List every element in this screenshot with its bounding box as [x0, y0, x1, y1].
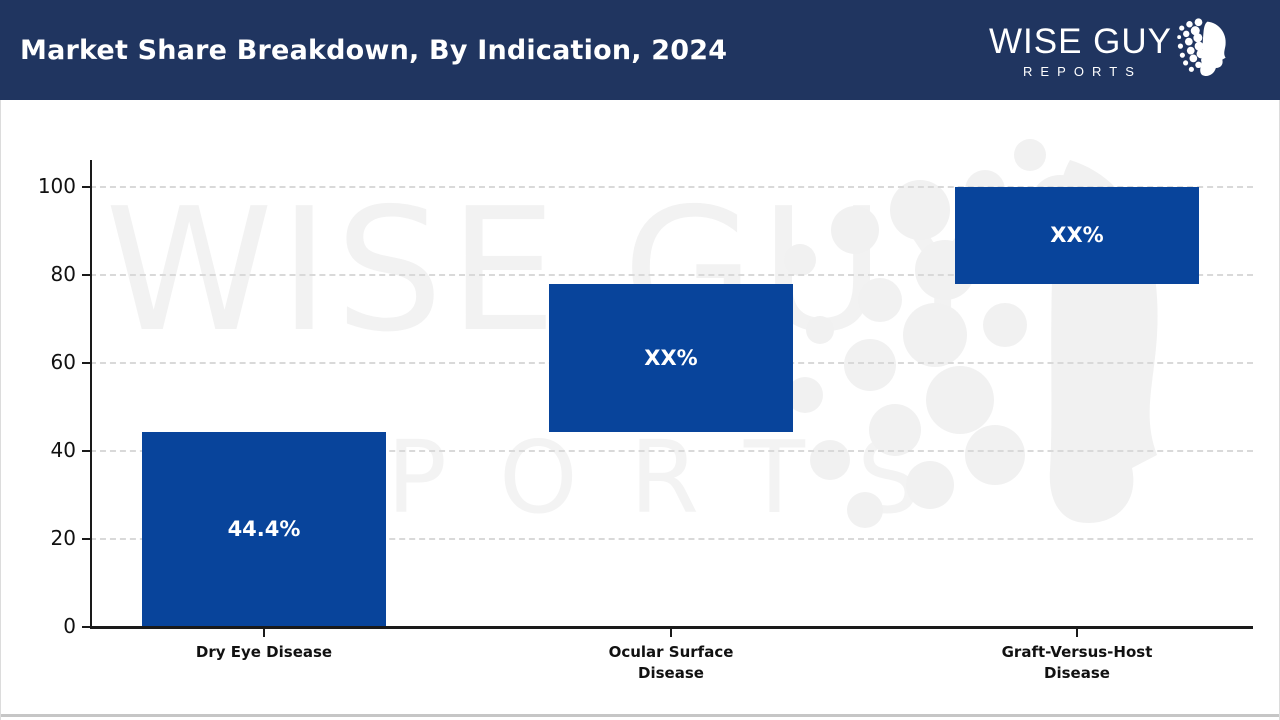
y-tick-label-40: 40 [50, 438, 76, 462]
y-tick-mark-20 [82, 538, 90, 540]
x-tick-mark-ocular-surface-disease [670, 629, 672, 637]
x-tick-mark-graft-versus-host-disease [1076, 629, 1078, 637]
x-category-label-ocular-surface-disease: Ocular Surface Disease [608, 643, 734, 682]
brand-logo-text: WISE GUY REPORTS [989, 22, 1172, 79]
bar-ocular-surface-disease: XX% [549, 283, 793, 432]
bar-value-label-dry-eye-disease: 44.4% [227, 517, 301, 542]
page-title: Market Share Breakdown, By Indication, 2… [20, 34, 728, 66]
y-tick-label-80: 80 [50, 262, 76, 286]
brand-subname: REPORTS [1022, 63, 1142, 79]
bar-graft-versus-host-disease: XX% [955, 187, 1199, 284]
header-bar: Market Share Breakdown, By Indication, 2… [0, 0, 1280, 100]
y-tick-label-60: 60 [50, 350, 76, 374]
y-tick-mark-60 [82, 362, 90, 364]
y-tick-mark-80 [82, 274, 90, 276]
x-tick-mark-dry-eye-disease [263, 629, 265, 637]
brand-name: WISE GUY [988, 21, 1172, 61]
bar-dry-eye-disease: 44.4% [142, 431, 386, 627]
x-category-label-dry-eye-disease: Dry Eye Disease [195, 643, 333, 661]
card-bottom-border [1, 714, 1279, 717]
gridline-80 [90, 274, 1253, 276]
bar-value-label-ocular-surface-disease: XX% [644, 345, 698, 370]
x-axis-line [90, 626, 1253, 629]
gridline-20 [90, 538, 1253, 540]
y-tick-mark-40 [82, 450, 90, 452]
bar-value-label-graft-versus-host-disease: XX% [1050, 223, 1104, 248]
brand-logo: WISE GUY REPORTS [989, 17, 1232, 83]
x-category-label-graft-versus-host-disease: Graft-Versus-Host Disease [1001, 643, 1153, 682]
dotted-head-profile-icon [1177, 18, 1226, 77]
gridline-100 [90, 186, 1253, 188]
y-tick-mark-100 [82, 186, 90, 188]
y-tick-mark-0 [82, 626, 90, 628]
y-tick-label-0: 0 [63, 614, 76, 638]
y-tick-label-100: 100 [37, 174, 76, 198]
gridline-40 [90, 450, 1253, 452]
y-axis-line [90, 160, 92, 627]
y-tick-label-20: 20 [50, 526, 76, 550]
